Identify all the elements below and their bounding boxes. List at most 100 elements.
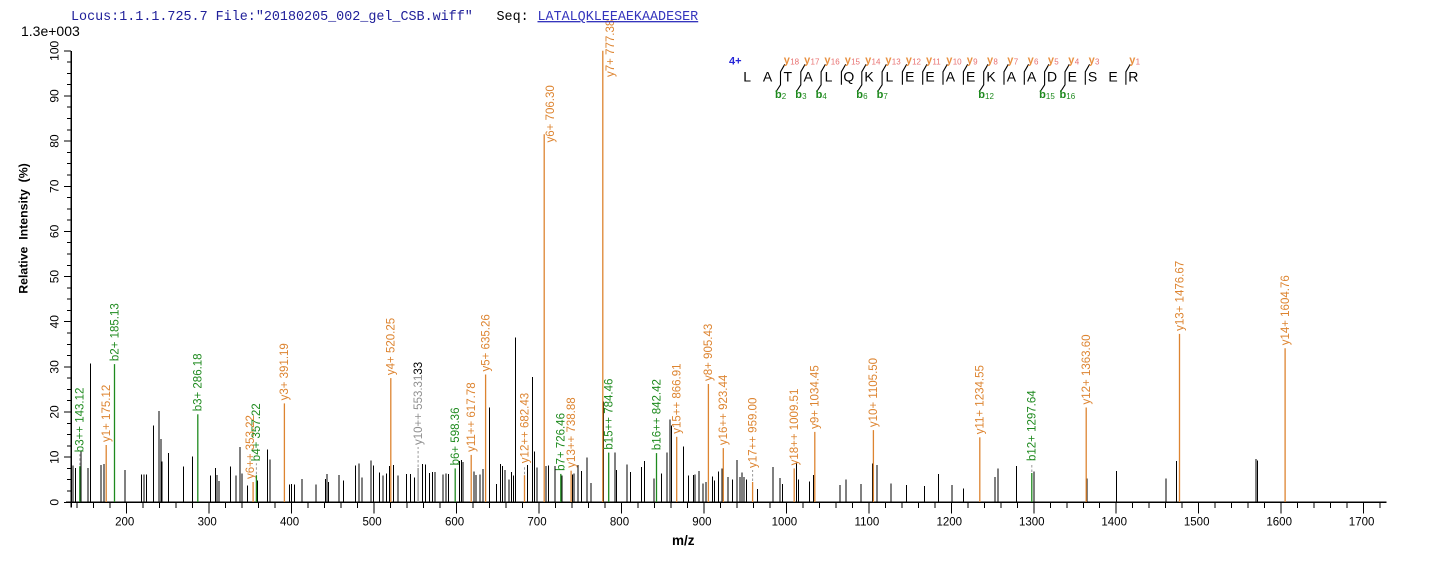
svg-text:y9+ 1034.45: y9+ 1034.45 (810, 365, 822, 429)
svg-text:8: 8 (993, 58, 998, 67)
svg-text:4: 4 (822, 92, 827, 101)
svg-text:1.3e+003: 1.3e+003 (21, 23, 80, 39)
svg-text:E: E (1068, 69, 1077, 85)
svg-text:30: 30 (48, 360, 62, 374)
svg-text:1500: 1500 (1184, 517, 1210, 529)
svg-text:E: E (905, 69, 914, 85)
svg-text:y: y (845, 55, 852, 67)
svg-text:200: 200 (115, 517, 134, 529)
svg-text:0: 0 (48, 499, 62, 506)
svg-text:400: 400 (280, 517, 299, 529)
svg-text:y10+ 1105.50: y10+ 1105.50 (868, 358, 880, 427)
svg-text:14: 14 (872, 58, 881, 67)
svg-text:500: 500 (363, 517, 382, 529)
svg-text:13: 13 (892, 58, 901, 67)
svg-text:A: A (946, 69, 956, 85)
svg-text:y7+ 777.38: y7+ 777.38 (605, 20, 617, 77)
svg-text:1600: 1600 (1266, 517, 1292, 529)
svg-text:10: 10 (48, 450, 62, 464)
svg-text:4+: 4+ (729, 56, 742, 68)
svg-text:y10++ 553.3133: y10++ 553.3133 (413, 362, 425, 445)
svg-text:y3+ 391.19: y3+ 391.19 (279, 343, 291, 400)
svg-text:12: 12 (912, 58, 921, 67)
svg-text:y: y (987, 55, 994, 67)
svg-text:y: y (804, 55, 811, 67)
svg-text:y: y (926, 55, 933, 67)
svg-text:40: 40 (48, 315, 62, 329)
svg-text:70: 70 (48, 179, 62, 193)
svg-text:y4+ 520.25: y4+ 520.25 (386, 318, 398, 375)
svg-text:y: y (1089, 55, 1096, 67)
svg-text:9: 9 (973, 58, 978, 67)
svg-text:4: 4 (1075, 58, 1080, 67)
svg-text:y1+ 175.12: y1+ 175.12 (101, 385, 113, 442)
svg-text:6: 6 (863, 92, 868, 101)
svg-text:b12+ 1297.64: b12+ 1297.64 (1027, 390, 1039, 461)
svg-text:A: A (1027, 69, 1037, 85)
svg-text:Locus:1.1.1.725.7 File:"201802: Locus:1.1.1.725.7 File:"20180205_002_gel… (71, 10, 473, 25)
svg-text:b: b (1060, 89, 1067, 101)
svg-text:LATALQKLEEAEKAADESER: LATALQKLEEAEKAADESER (538, 10, 699, 25)
svg-text:b16++ 842.42: b16++ 842.42 (651, 379, 663, 450)
svg-text:11: 11 (932, 58, 941, 67)
svg-text:E: E (966, 69, 975, 85)
svg-text:b: b (775, 89, 782, 101)
svg-text:b: b (1039, 89, 1046, 101)
svg-text:S: S (1088, 69, 1097, 85)
svg-text:5: 5 (1054, 58, 1059, 67)
svg-text:1700: 1700 (1349, 517, 1375, 529)
svg-text:b7+ 726.46: b7+ 726.46 (556, 413, 568, 471)
svg-text:y13+ 1476.67: y13+ 1476.67 (1174, 261, 1186, 331)
svg-text:y11++ 617.78: y11++ 617.78 (466, 382, 478, 452)
svg-text:1100: 1100 (855, 517, 880, 529)
svg-text:1300: 1300 (1019, 517, 1045, 529)
svg-text:y: y (946, 55, 953, 67)
svg-text:y14+ 1604.76: y14+ 1604.76 (1280, 275, 1292, 345)
svg-text:b: b (978, 89, 985, 101)
svg-text:y: y (1028, 55, 1035, 67)
svg-text:m/z: m/z (672, 533, 695, 548)
svg-text:y: y (784, 55, 791, 67)
svg-text:16: 16 (831, 58, 840, 67)
svg-text:y17++ 959.00: y17++ 959.00 (747, 398, 759, 468)
svg-text:y: y (865, 55, 872, 67)
svg-text:b3+ 286.18: b3+ 286.18 (193, 353, 205, 411)
svg-text:y5+ 635.26: y5+ 635.26 (480, 314, 492, 371)
svg-text:L: L (825, 69, 833, 85)
svg-text:y13++ 738.88: y13++ 738.88 (566, 397, 578, 467)
svg-text:b15++ 784.46: b15++ 784.46 (604, 379, 616, 450)
svg-text:20: 20 (48, 405, 62, 419)
svg-text:L: L (743, 69, 751, 85)
svg-text:6: 6 (1034, 58, 1039, 67)
svg-text:17: 17 (811, 58, 820, 67)
svg-text:16: 16 (1066, 92, 1075, 101)
svg-text:T: T (784, 69, 793, 85)
svg-text:12: 12 (985, 92, 994, 101)
svg-text:b2+ 185.13: b2+ 185.13 (109, 303, 121, 361)
svg-text:Q: Q (843, 69, 854, 85)
svg-text:K: K (864, 69, 874, 85)
svg-text:b: b (877, 89, 884, 101)
svg-text:y: y (1129, 55, 1136, 67)
svg-text:15: 15 (851, 58, 860, 67)
svg-text:80: 80 (48, 134, 62, 148)
svg-text:b: b (816, 89, 823, 101)
svg-text:Relative Intensity (%): Relative Intensity (%) (17, 163, 31, 294)
svg-text:y11+ 1234.55: y11+ 1234.55 (975, 365, 987, 434)
svg-text:10: 10 (953, 58, 962, 67)
svg-text:A: A (804, 69, 814, 85)
svg-text:18: 18 (790, 58, 799, 67)
svg-text:50: 50 (48, 270, 62, 284)
svg-text:b3++ 143.12: b3++ 143.12 (75, 388, 87, 453)
svg-text:300: 300 (198, 517, 217, 529)
svg-text:7: 7 (1014, 58, 1019, 67)
svg-text:y: y (906, 55, 913, 67)
svg-text:E: E (925, 69, 934, 85)
svg-text:Seq:: Seq: (497, 10, 529, 25)
svg-text:900: 900 (692, 517, 711, 529)
svg-text:L: L (886, 69, 894, 85)
svg-text:y15++ 866.91: y15++ 866.91 (672, 363, 684, 433)
svg-text:y: y (1068, 55, 1075, 67)
svg-text:1400: 1400 (1101, 517, 1127, 529)
svg-text:b: b (795, 89, 802, 101)
